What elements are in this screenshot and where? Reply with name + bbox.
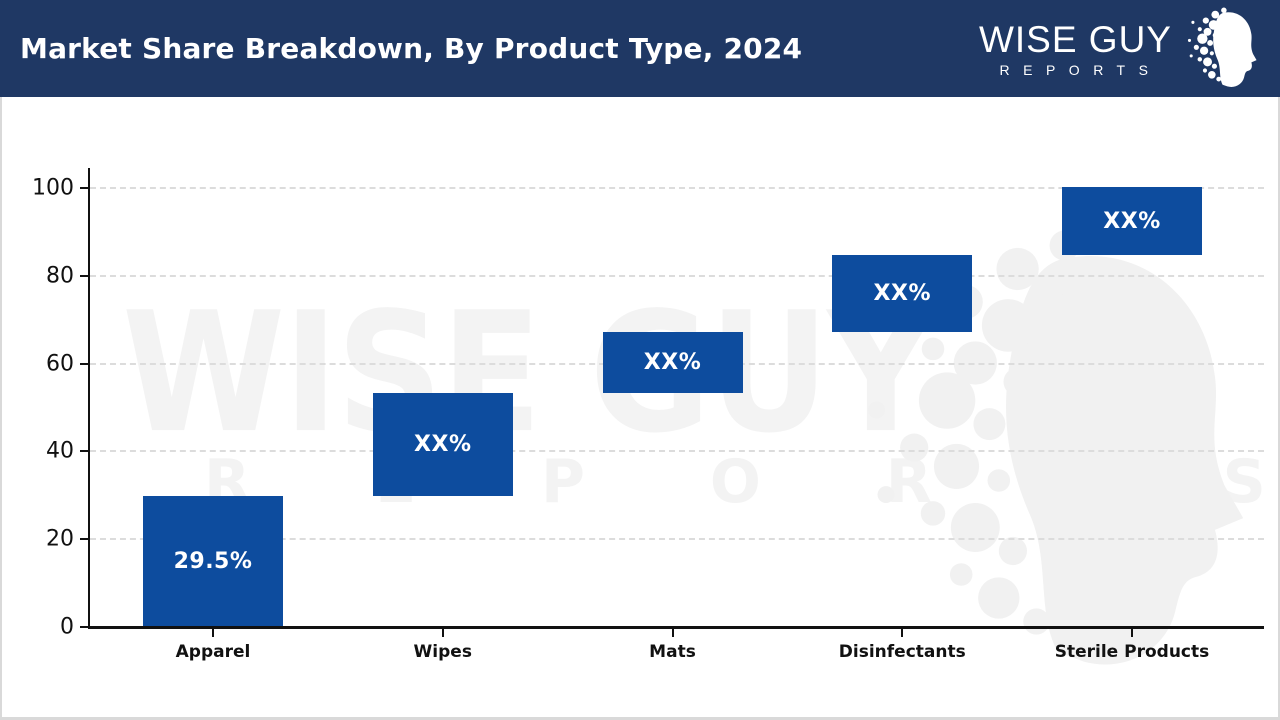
logo-subtitle: REPORTS — [999, 61, 1162, 78]
chart-area: WISE GUY R E P O R T S 0 20 40 60 80 100 29.5%… — [0, 97, 1280, 720]
bar-value-label: 29.5% — [173, 548, 253, 574]
logo-wordmark: WISE GUY — [978, 18, 1172, 60]
x-tick-3 — [901, 629, 904, 637]
y-tick-40 — [80, 450, 88, 453]
bar-disinfectants: XX% — [832, 255, 973, 332]
y-tick-80 — [80, 274, 88, 277]
bar-value-label: XX% — [643, 350, 702, 376]
y-tick-label-80: 80 — [46, 263, 74, 289]
x-tick-2 — [671, 629, 674, 637]
x-tick-0 — [212, 629, 214, 637]
y-tick-label-20: 20 — [46, 526, 74, 552]
gridline-40 — [90, 450, 1264, 453]
dotted-head-icon — [1187, 7, 1257, 87]
bar-wipes: XX% — [372, 393, 513, 497]
y-tick-0 — [80, 626, 88, 628]
y-tick-60 — [80, 362, 88, 365]
bar-mats: XX% — [602, 331, 743, 394]
y-tick-20 — [80, 538, 88, 541]
y-tick-label-60: 60 — [46, 351, 74, 377]
gridline-80 — [90, 274, 1264, 277]
chart-title: Market Share Breakdown, By Product Type,… — [20, 32, 803, 65]
bar-value-label: XX% — [414, 432, 472, 458]
x-tick-4 — [1131, 629, 1133, 637]
gridline-100 — [90, 187, 1264, 189]
x-tick-1 — [441, 629, 444, 637]
y-tick-label-100: 100 — [32, 175, 74, 201]
gridline-20 — [90, 538, 1264, 541]
y-tick-100 — [80, 187, 88, 189]
y-axis — [88, 168, 90, 628]
y-tick-label-40: 40 — [46, 438, 74, 464]
y-tick-label-0: 0 — [60, 614, 74, 640]
x-category-label: Apparel — [175, 642, 251, 662]
x-category-label: Sterile Products — [1054, 642, 1210, 662]
bar-value-label: XX% — [873, 280, 931, 306]
x-category-label: Disinfectants — [838, 642, 966, 662]
bar-apparel: 29.5% — [143, 496, 283, 626]
x-category-label: Wipes — [413, 642, 472, 662]
x-axis — [88, 626, 1264, 629]
bar-sterile-products: XX% — [1062, 187, 1202, 256]
header: Market Share Breakdown, By Product Type,… — [0, 0, 1280, 97]
bar-value-label: XX% — [1103, 208, 1161, 234]
wiseguy-logo: WISE GUY REPORTS — [979, 6, 1260, 92]
x-category-label: Mats — [649, 642, 696, 662]
